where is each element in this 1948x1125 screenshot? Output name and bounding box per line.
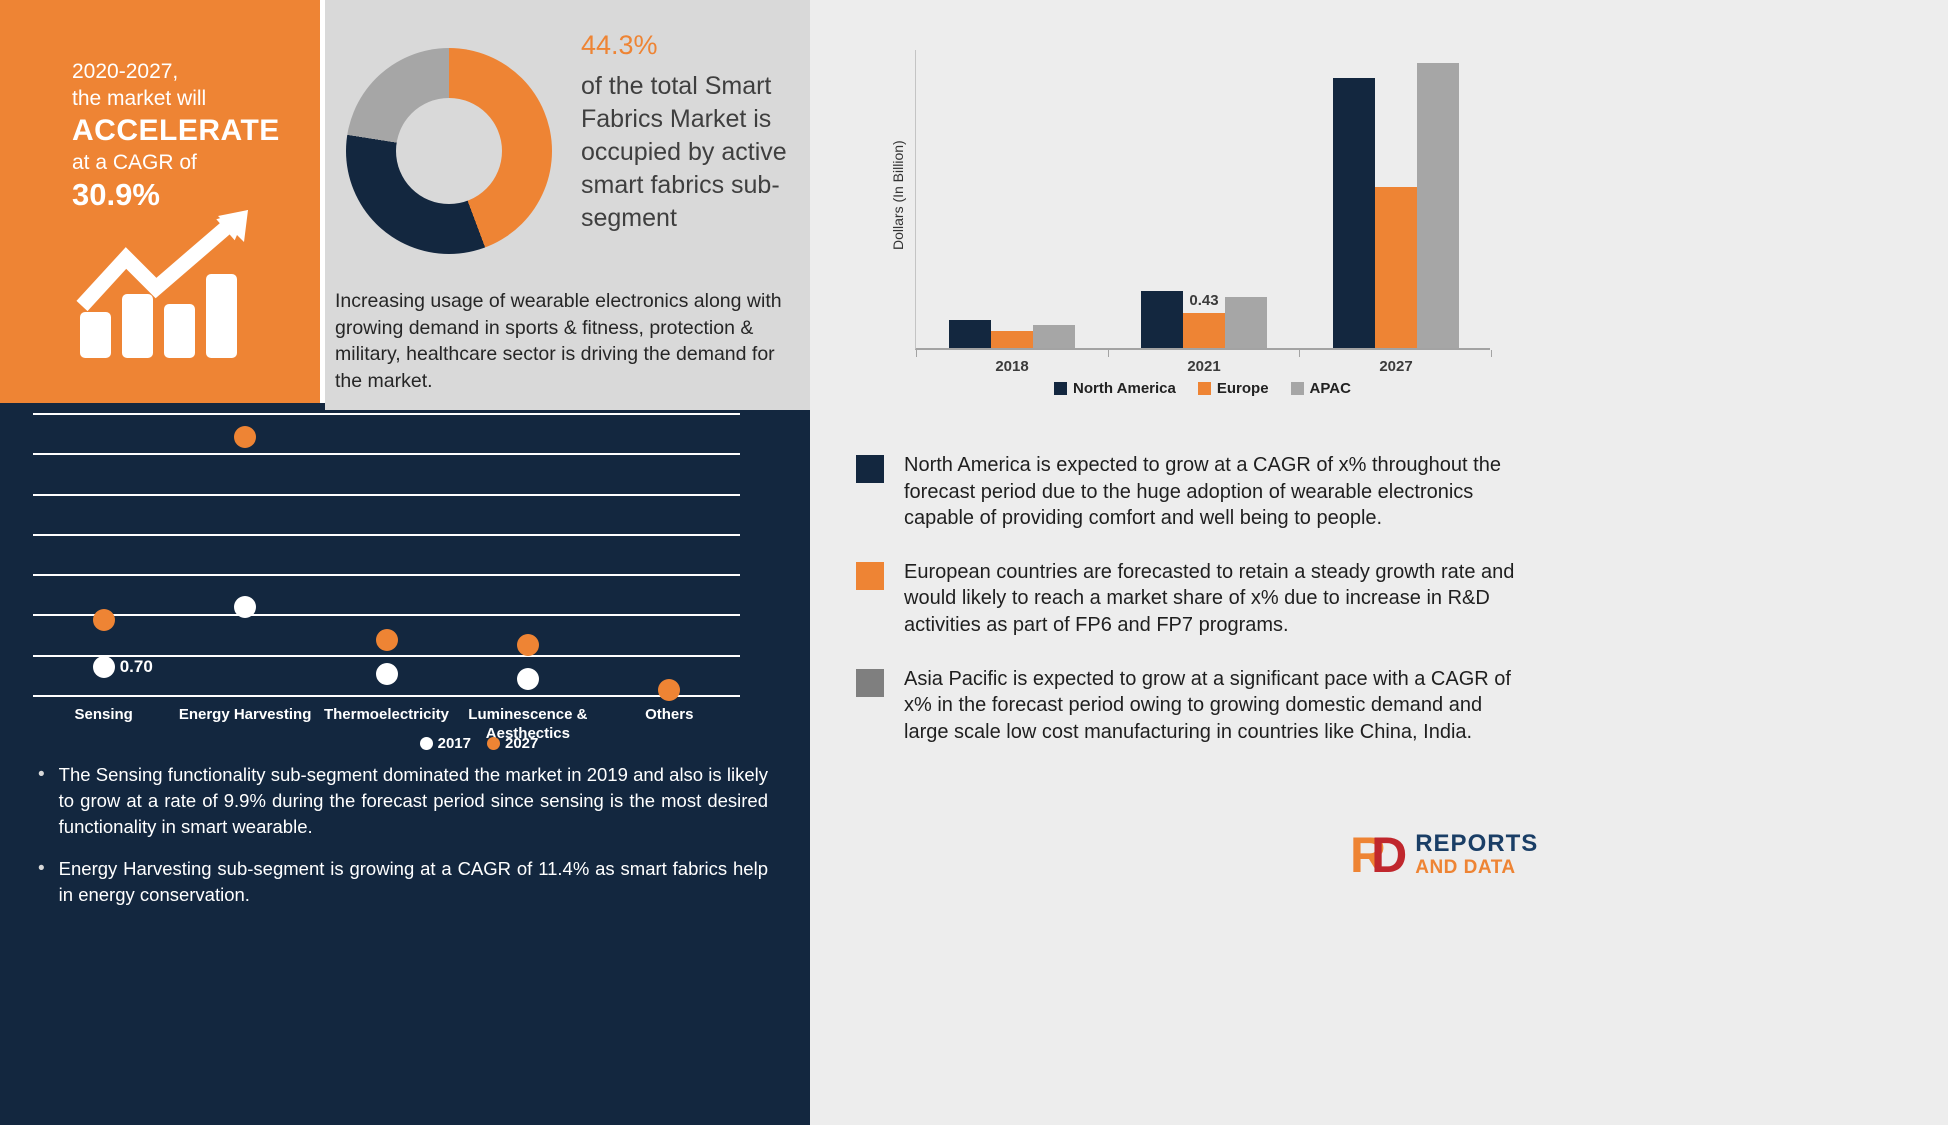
bar-north-america-2018 bbox=[949, 320, 991, 348]
note-sensing: • The Sensing functionality sub-segment … bbox=[38, 762, 768, 840]
insight-north-america: North America is expected to grow at a C… bbox=[856, 452, 1546, 532]
bullet-icon: • bbox=[38, 764, 45, 785]
logo-letter-d: D bbox=[1371, 827, 1408, 883]
dot-value-label: 0.70 bbox=[119, 656, 153, 676]
category-label: Luminescence & Aesthectics bbox=[468, 706, 588, 742]
cagr-highlight-panel: 2020-2027, the market will ACCELERATE at… bbox=[0, 0, 320, 403]
grid-line bbox=[33, 413, 740, 415]
functionality-dot-plot: Sensing Energy Harvesting Thermoelectricit… bbox=[0, 403, 810, 755]
functionality-panel: Sensing Energy Harvesting Thermoelectricit… bbox=[0, 403, 810, 1125]
grid-line bbox=[33, 654, 740, 657]
donut-stat-panel: 44.3% of the total Smart Fabrics Market … bbox=[325, 0, 810, 410]
cagr-prefix: at a CAGR of bbox=[72, 151, 197, 175]
bar-europe-2027 bbox=[1375, 187, 1417, 348]
regional-panel: Dollars (In Billion) 2018 2021 2027 0.43 No… bbox=[810, 0, 1948, 1125]
donut-chart bbox=[346, 48, 552, 254]
insight-europe-text: European countries are forecasted to ret… bbox=[904, 560, 1515, 636]
bullet-icon: • bbox=[38, 857, 45, 879]
dot-2017-energy-harvesting bbox=[234, 596, 257, 619]
legend-label-europe: Europe bbox=[1216, 380, 1269, 397]
x-tick-label: 2021 bbox=[1187, 358, 1221, 375]
dot-plot-legend: 2017 2027 bbox=[33, 735, 740, 752]
europe-swatch-icon bbox=[856, 561, 884, 590]
grid-line bbox=[33, 453, 740, 456]
bar-chart-y-axis-label: Dollars (In Billion) bbox=[890, 140, 906, 250]
legend-item-europe: Europe bbox=[1197, 380, 1269, 397]
x-tick-label: 2018 bbox=[995, 358, 1029, 375]
logo-line-and-data: AND DATA bbox=[1415, 856, 1516, 878]
note-energy-harvesting-text: Energy Harvesting sub-segment is growing… bbox=[58, 857, 768, 905]
legend-item-apac: APAC bbox=[1290, 380, 1351, 397]
asia-pacific-swatch-icon bbox=[856, 668, 884, 697]
note-energy-harvesting: • Energy Harvesting sub-segment is growi… bbox=[38, 856, 768, 908]
functionality-notes: • The Sensing functionality sub-segment … bbox=[38, 762, 768, 907]
bar-europe-2021 bbox=[1183, 313, 1225, 348]
category-label: Others bbox=[645, 706, 694, 723]
x-axis-tick bbox=[1107, 350, 1109, 357]
x-tick-label: 2027 bbox=[1379, 358, 1413, 375]
logo-mark-icon: RD bbox=[1350, 830, 1407, 880]
legend-dot-2027-icon bbox=[487, 737, 500, 750]
bar-europe-2018 bbox=[991, 330, 1033, 348]
dot-2027-thermoelectricity bbox=[375, 629, 398, 652]
dot-2027-energy-harvesting bbox=[234, 426, 257, 449]
market-driver-description: Increasing usage of wearable electronics… bbox=[335, 290, 782, 392]
bar-chart-legend: North America Europe APAC bbox=[915, 380, 1490, 397]
logo-letter-r: R bbox=[1350, 827, 1387, 883]
insight-asia-pacific-text: Asia Pacific is expected to grow at a si… bbox=[904, 667, 1511, 743]
grid-line bbox=[33, 493, 740, 496]
legend-label-apac: APAC bbox=[1309, 380, 1351, 397]
legend-dot-2017-icon bbox=[419, 737, 433, 750]
cagr-keyword: ACCELERATE bbox=[72, 113, 280, 147]
cagr-period: 2020-2027, bbox=[72, 60, 179, 83]
bar-apac-2018 bbox=[1033, 325, 1075, 348]
legend-label-north-america: North America bbox=[1073, 380, 1176, 397]
legend-swatch-north-america-icon bbox=[1054, 382, 1068, 395]
bar-value-label: 0.43 bbox=[1189, 292, 1219, 310]
grid-line bbox=[33, 574, 740, 577]
grid-line bbox=[33, 533, 740, 536]
insight-europe: European countries are forecasted to ret… bbox=[856, 559, 1546, 639]
logo-text: REPORTS AND DATA bbox=[1415, 831, 1538, 878]
legend-item-2017: 2017 bbox=[419, 735, 471, 752]
legend-swatch-apac-icon bbox=[1290, 382, 1304, 395]
dot-2027-luminescence-aesthectics bbox=[516, 634, 539, 657]
category-label: Energy Harvesting bbox=[178, 706, 312, 723]
dot-2017-luminescence-aesthectics bbox=[516, 667, 539, 690]
insight-asia-pacific: Asia Pacific is expected to grow at a si… bbox=[856, 666, 1546, 746]
regional-insights: North America is expected to grow at a C… bbox=[856, 452, 1546, 745]
dot-2017-thermoelectricity bbox=[375, 663, 398, 686]
legend-swatch-europe-icon bbox=[1197, 382, 1211, 395]
cagr-value: 30.9% bbox=[72, 177, 160, 213]
dot-2027-sensing bbox=[92, 609, 115, 632]
bar-apac-2027 bbox=[1417, 63, 1459, 348]
cagr-intro: the market will bbox=[72, 87, 207, 111]
bar-apac-2021 bbox=[1225, 296, 1267, 348]
north-america-swatch-icon bbox=[856, 455, 884, 483]
donut-stat-block: 44.3% of the total Smart Fabrics Market … bbox=[581, 30, 809, 235]
grid-line bbox=[33, 614, 740, 617]
donut-stat-value: 44.3% bbox=[581, 30, 658, 60]
x-axis-tick bbox=[1299, 350, 1301, 357]
dot-2027-others bbox=[658, 679, 681, 702]
bar-north-america-2021 bbox=[1141, 291, 1183, 348]
grid-line bbox=[33, 695, 740, 697]
note-sensing-text: The Sensing functionality sub-segment do… bbox=[58, 764, 768, 837]
regional-bar-plot: 2018 2021 2027 0.43 bbox=[915, 50, 1492, 375]
x-axis-tick bbox=[1491, 350, 1492, 357]
insight-north-america-text: North America is expected to grow at a C… bbox=[904, 454, 1501, 530]
x-axis-tick bbox=[916, 350, 917, 357]
legend-item-2027: 2027 bbox=[487, 735, 538, 752]
legend-label-2017: 2017 bbox=[437, 735, 471, 752]
category-label: Sensing bbox=[74, 706, 133, 723]
bar-north-america-2027 bbox=[1333, 78, 1375, 348]
legend-label-2027: 2027 bbox=[505, 735, 539, 752]
logo-line-reports: REPORTS bbox=[1415, 830, 1539, 858]
donut-stat-text: of the total Smart Fabrics Market is occ… bbox=[581, 72, 787, 232]
reports-and-data-logo: RD REPORTS AND DATA bbox=[1350, 830, 1538, 880]
legend-item-north-america: North America bbox=[1054, 380, 1176, 397]
growth-arrow-icon bbox=[76, 208, 278, 363]
category-label: Thermoelectricity bbox=[323, 706, 450, 723]
dot-2017-sensing bbox=[92, 655, 115, 678]
